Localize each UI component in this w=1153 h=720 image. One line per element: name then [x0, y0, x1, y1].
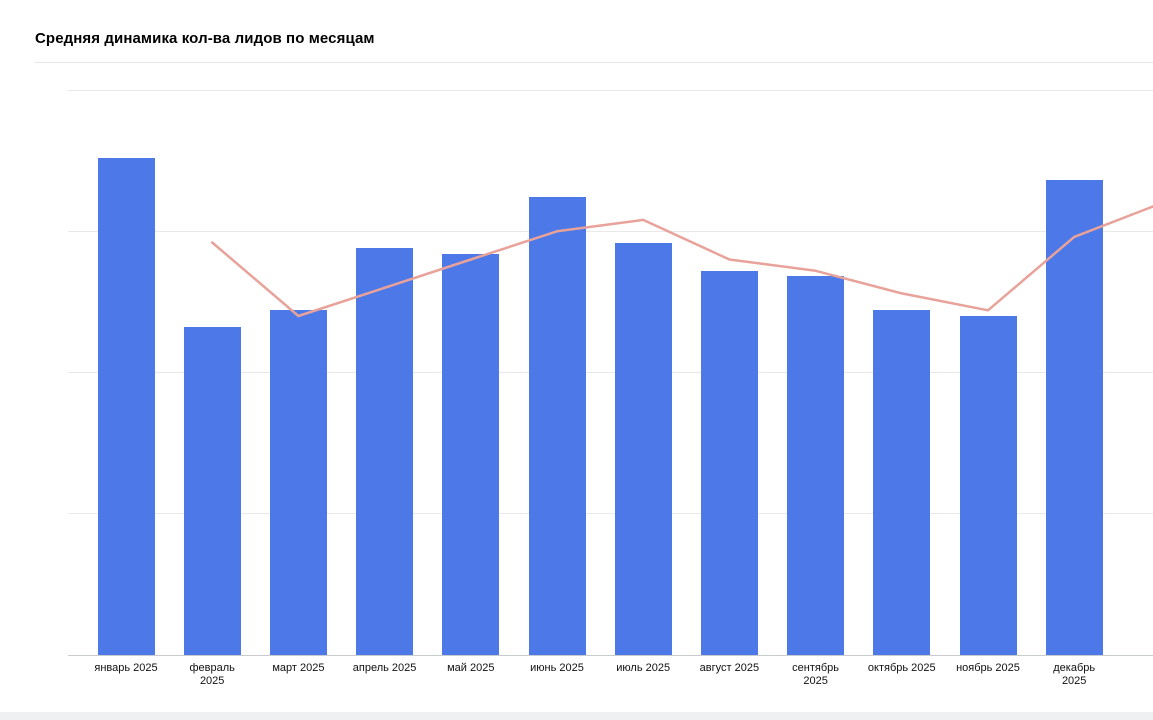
x-axis-label: январь 2025: [94, 662, 158, 674]
x-axis-label: июль 2025: [616, 662, 671, 674]
bar-8: [700, 270, 758, 655]
gridline: [68, 230, 1153, 232]
x-axis-label: апрель 2025: [352, 662, 417, 674]
bar-11: [959, 316, 1017, 655]
footer-strip: [0, 712, 1153, 720]
x-axis-line: [68, 654, 1153, 656]
bar-6: [528, 197, 586, 655]
x-axis-label: март 2025: [272, 662, 325, 674]
x-axis-label: ноябрь 2025: [956, 662, 1020, 674]
title-divider: [35, 62, 1153, 63]
x-axis-label: август 2025: [699, 662, 760, 674]
bar-12: [1045, 180, 1103, 655]
x-axis-label: октябрь 2025: [867, 662, 936, 674]
x-axis-label: декабрь 2025: [1053, 662, 1096, 688]
bar-9: [787, 276, 845, 655]
gridline: [68, 89, 1153, 91]
bar-5: [442, 253, 500, 655]
bar-4: [356, 248, 414, 655]
bar-2: [183, 327, 241, 655]
x-axis-label: июнь 2025: [530, 662, 584, 674]
gridline: [68, 513, 1153, 515]
bar-7: [614, 242, 672, 655]
gridline: [68, 372, 1153, 373]
x-axis-label: май 2025: [447, 662, 495, 674]
bar-10: [873, 310, 931, 655]
bar-1: [97, 157, 155, 655]
bar-3: [269, 310, 327, 655]
x-axis-label: сентябрь 2025: [792, 662, 840, 688]
trend-line: [210, 205, 1153, 318]
x-axis-label: февраль 2025: [189, 662, 235, 688]
chart-title: Средняя динамика кол-ва лидов по месяцам: [35, 30, 375, 47]
